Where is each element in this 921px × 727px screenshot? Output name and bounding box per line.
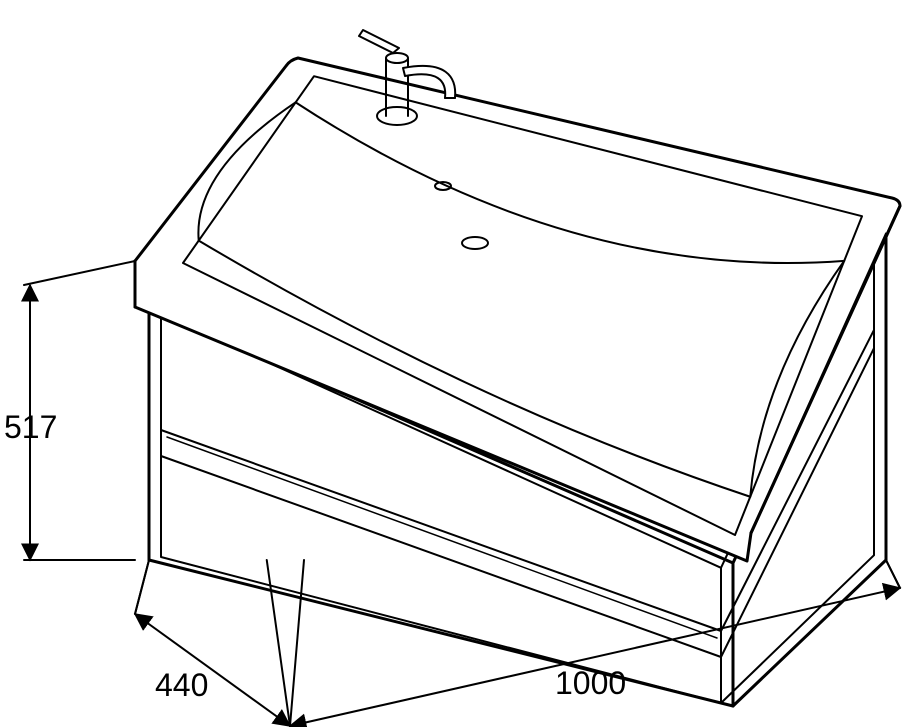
dim-height-label: 517 — [4, 409, 57, 445]
dim-depth-label: 440 — [155, 667, 208, 703]
vanity-diagram: 517 440 1000 — [0, 0, 921, 727]
dim-width-label: 1000 — [555, 665, 626, 701]
